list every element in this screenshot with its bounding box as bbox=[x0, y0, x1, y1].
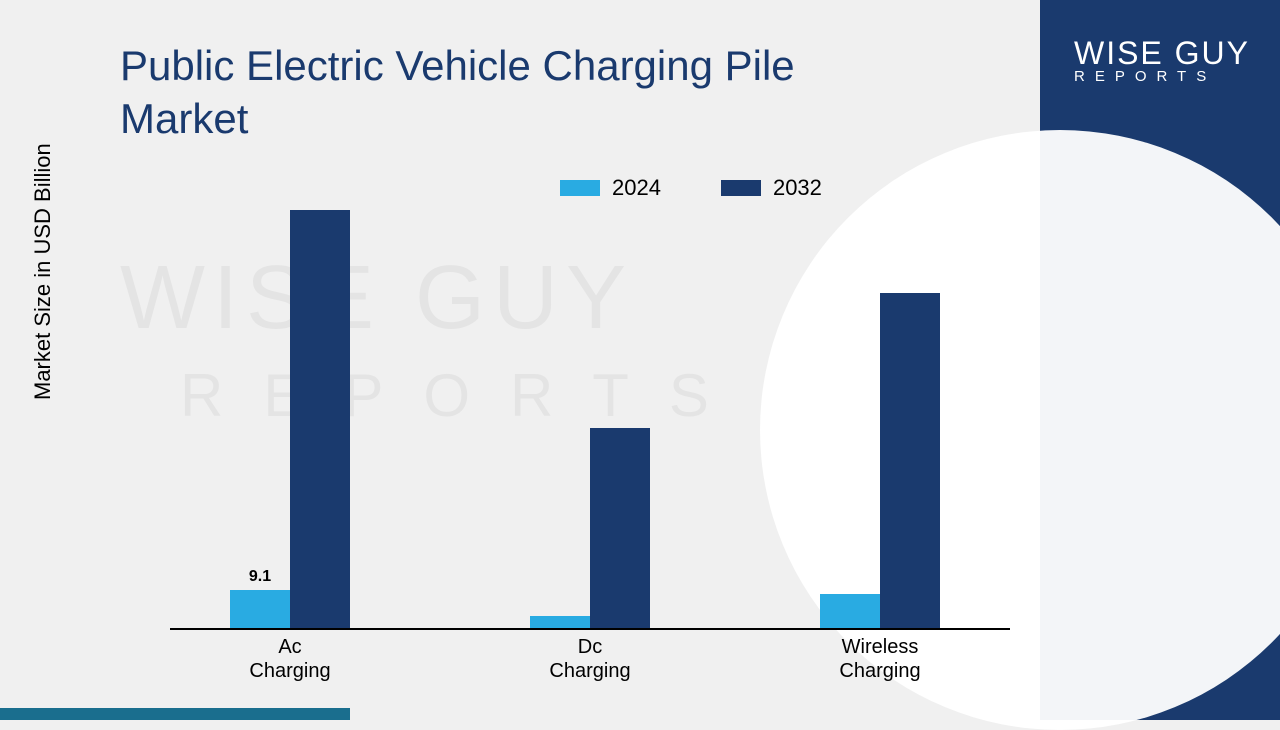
x-axis-category-label: DcCharging bbox=[549, 635, 630, 683]
bar-group bbox=[530, 428, 650, 628]
legend-swatch-2032 bbox=[721, 180, 761, 196]
bar-2024 bbox=[530, 616, 590, 628]
chart-title: Public Electric Vehicle Charging Pile Ma… bbox=[120, 40, 820, 145]
bar-2032 bbox=[880, 293, 940, 628]
bar-value-label: 9.1 bbox=[249, 568, 271, 586]
x-axis-category-label: WirelessCharging bbox=[839, 635, 920, 683]
bar-2032 bbox=[290, 210, 350, 628]
logo-main-text: WISE GUY bbox=[1074, 35, 1250, 72]
legend-item-2032: 2032 bbox=[721, 175, 822, 201]
bottom-accent-bar bbox=[0, 708, 350, 720]
bar-group: 9.1 bbox=[230, 210, 350, 628]
x-axis-line bbox=[170, 628, 1010, 630]
y-axis-label: Market Size in USD Billion bbox=[30, 143, 56, 400]
x-axis-category-label: AcCharging bbox=[249, 635, 330, 683]
legend: 2024 2032 bbox=[560, 175, 822, 201]
legend-label-2024: 2024 bbox=[612, 175, 661, 201]
chart-area: 9.1 bbox=[120, 210, 1010, 630]
legend-swatch-2024 bbox=[560, 180, 600, 196]
bar-2032 bbox=[590, 428, 650, 628]
bar-2024: 9.1 bbox=[230, 590, 290, 628]
legend-item-2024: 2024 bbox=[560, 175, 661, 201]
brand-logo: WISE GUY REPORTS bbox=[1074, 35, 1250, 85]
legend-label-2032: 2032 bbox=[773, 175, 822, 201]
bar-2024 bbox=[820, 594, 880, 628]
bar-group bbox=[820, 293, 940, 628]
